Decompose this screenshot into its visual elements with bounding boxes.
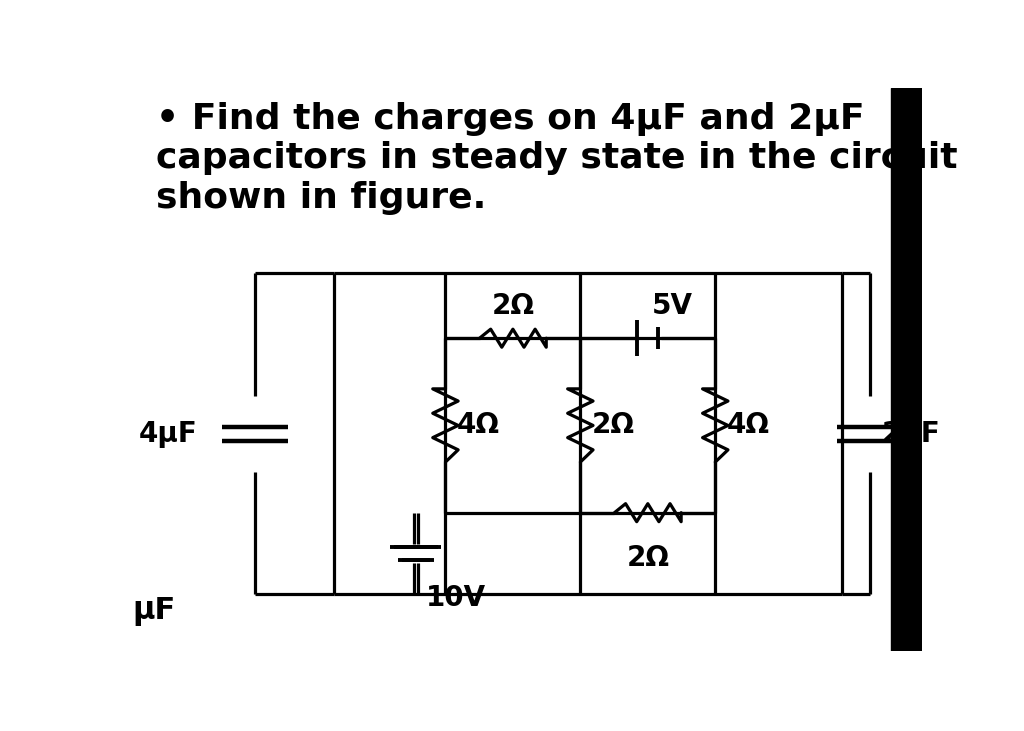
Text: 2μF: 2μF	[882, 420, 941, 448]
Text: 4Ω: 4Ω	[726, 412, 769, 439]
Text: 2Ω: 2Ω	[592, 412, 635, 439]
Text: • Find the charges on 4μF and 2μF: • Find the charges on 4μF and 2μF	[156, 102, 864, 136]
Text: 2Ω: 2Ω	[492, 292, 535, 320]
Text: 2Ω: 2Ω	[627, 544, 670, 572]
Text: 4Ω: 4Ω	[457, 412, 500, 439]
Text: μF: μF	[132, 596, 175, 626]
Text: 10V: 10V	[426, 585, 485, 613]
Text: 5V: 5V	[652, 292, 693, 320]
Bar	[892, 88, 922, 651]
Text: 4μF: 4μF	[139, 420, 198, 448]
Text: capacitors in steady state in the circuit: capacitors in steady state in the circui…	[156, 141, 957, 175]
Text: shown in figure.: shown in figure.	[156, 181, 486, 215]
